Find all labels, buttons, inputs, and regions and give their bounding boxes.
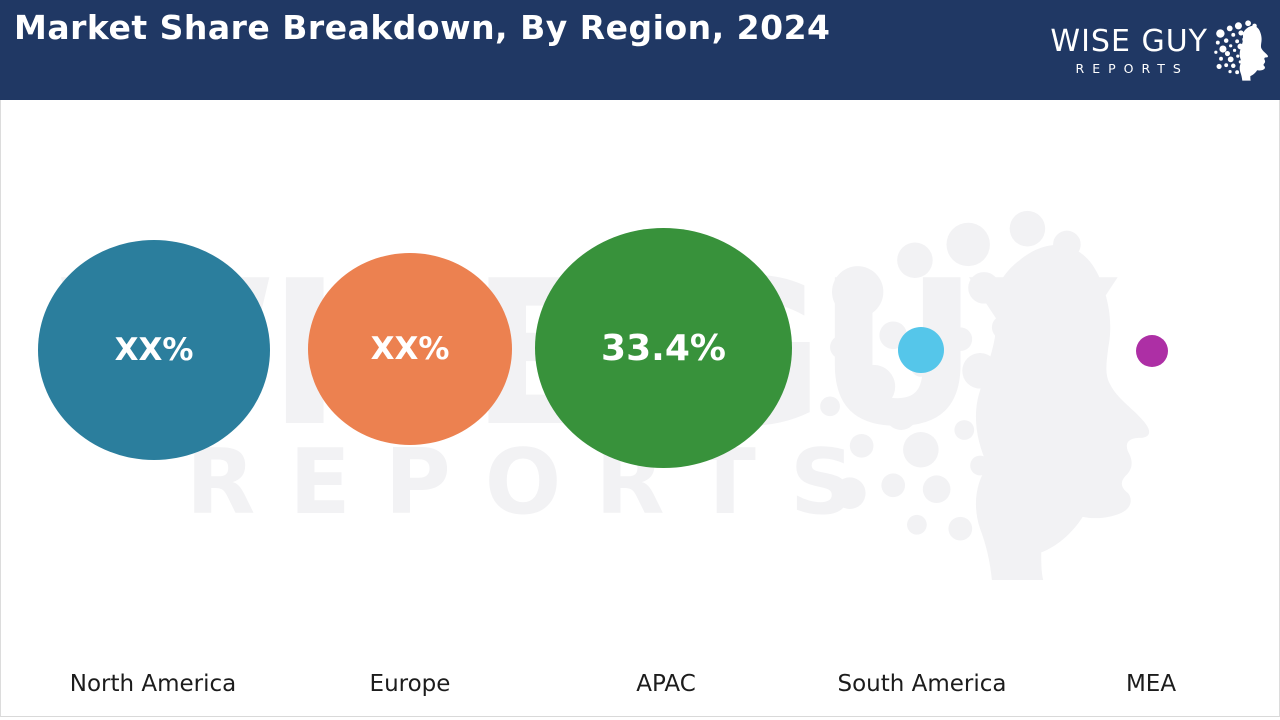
category-label-europe: Europe bbox=[369, 671, 451, 697]
wiseguy-logo: WISE GUY REPORTS bbox=[1050, 7, 1270, 93]
logo-wordmark: WISE GUY REPORTS bbox=[1050, 24, 1208, 76]
bubble-value-label: 33.4% bbox=[601, 327, 726, 369]
category-label-apac: APAC bbox=[636, 671, 696, 697]
bubble-europe: XX% bbox=[308, 253, 512, 445]
wiseguy-head-icon bbox=[1214, 20, 1268, 81]
category-label-north-america: North America bbox=[69, 671, 237, 697]
logo-line2: REPORTS bbox=[1075, 61, 1189, 76]
bubble-south-america bbox=[898, 327, 944, 373]
bubble-north-america: XX% bbox=[38, 240, 270, 460]
bubble-value-label: XX% bbox=[114, 332, 194, 368]
header: Market Share Breakdown, By Region, 2024 … bbox=[0, 0, 1280, 100]
bubble-mea bbox=[1136, 335, 1168, 367]
category-label-mea: MEA bbox=[1125, 671, 1177, 697]
watermark-head-icon bbox=[820, 210, 1150, 580]
logo-line1: WISE GUY bbox=[1050, 24, 1208, 59]
bubble-value-label: XX% bbox=[370, 331, 450, 367]
watermark-reports: REPORTS bbox=[186, 430, 889, 535]
page-title: Market Share Breakdown, By Region, 2024 bbox=[14, 8, 831, 47]
bubble-apac: 33.4% bbox=[535, 228, 792, 468]
category-label-south-america: South America bbox=[837, 671, 1007, 697]
